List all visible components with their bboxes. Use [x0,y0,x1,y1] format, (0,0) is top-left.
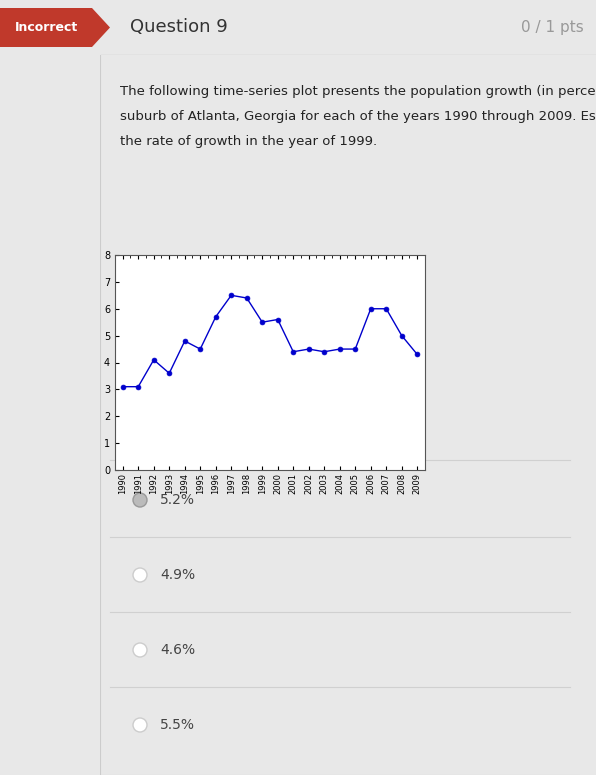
Text: Incorrect: Incorrect [14,21,77,34]
Text: 4.9%: 4.9% [160,568,195,582]
Circle shape [133,718,147,732]
Polygon shape [92,8,110,47]
Text: 5.5%: 5.5% [160,718,195,732]
Text: 4.6%: 4.6% [160,643,195,657]
Text: the rate of growth in the year of 1999.: the rate of growth in the year of 1999. [120,135,377,148]
Text: 0 / 1 pts: 0 / 1 pts [522,20,584,35]
FancyBboxPatch shape [0,8,92,47]
Circle shape [133,493,147,507]
Text: The following time-series plot presents the population growth (in percent) of a: The following time-series plot presents … [120,85,596,98]
Circle shape [133,643,147,657]
Text: 5.2%: 5.2% [160,493,195,507]
Text: suburb of Atlanta, Georgia for each of the years 1990 through 2009. Estimate: suburb of Atlanta, Georgia for each of t… [120,110,596,123]
Text: Question 9: Question 9 [130,19,228,36]
Circle shape [133,568,147,582]
